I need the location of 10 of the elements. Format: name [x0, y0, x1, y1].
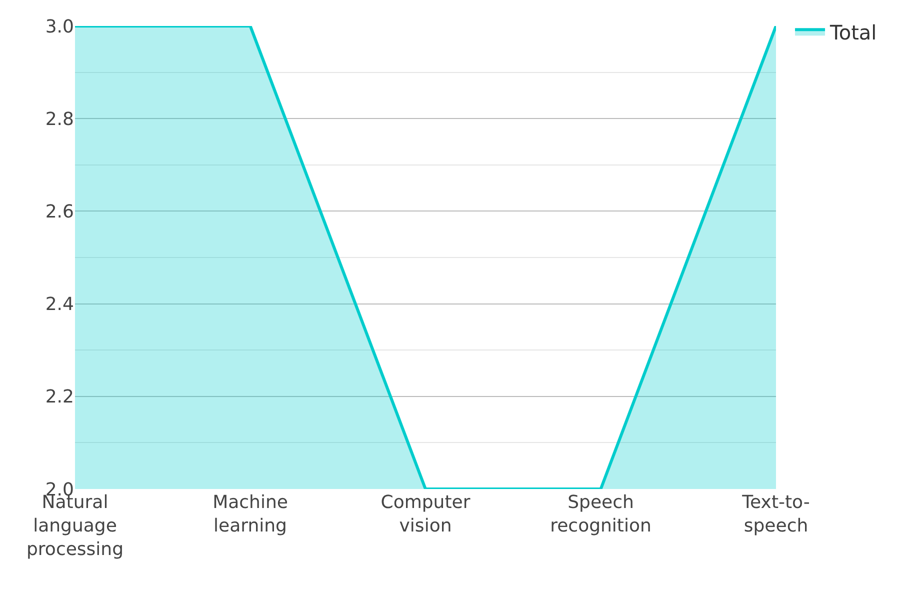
legend-label: Total — [829, 20, 877, 44]
x-tick-label: Computer vision — [380, 492, 471, 536]
x-tick-label: Machine learning — [212, 492, 288, 536]
y-tick-label: 2.2 — [45, 386, 74, 408]
x-tick-label: Text-to-speech — [741, 492, 810, 536]
y-tick-label: 2.6 — [45, 202, 74, 222]
y-tick-label: 2.8 — [45, 108, 74, 130]
y-tick-label: 2.4 — [45, 294, 74, 316]
x-tick-label: Speech recognition — [550, 492, 652, 536]
y-tick-label: 3.0 — [45, 16, 74, 38]
